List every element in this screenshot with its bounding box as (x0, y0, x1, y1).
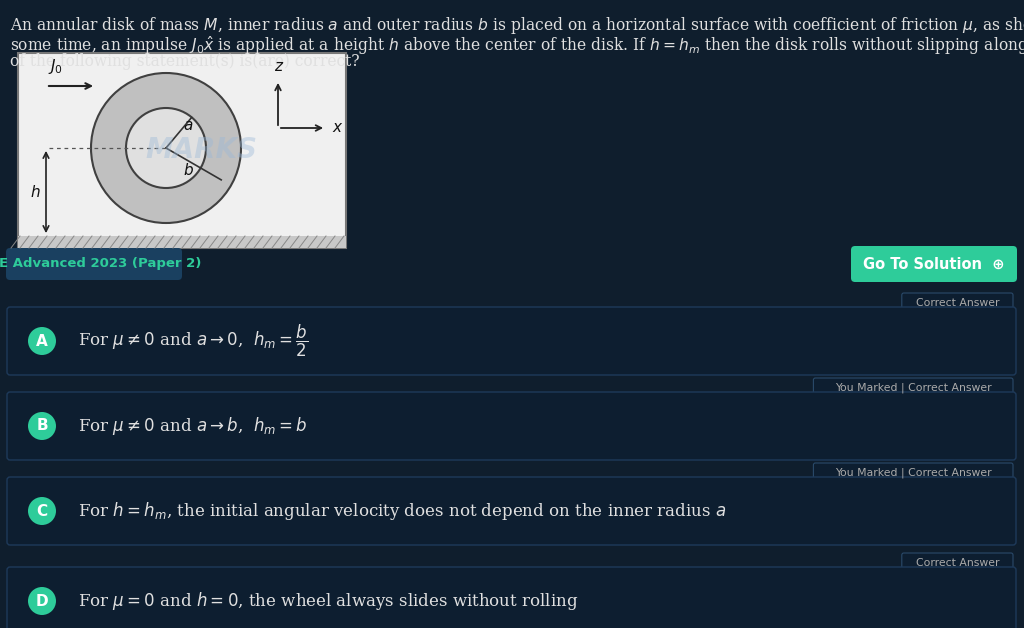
Text: $b$: $b$ (182, 162, 194, 178)
Text: Go To Solution  ⊕: Go To Solution ⊕ (863, 256, 1005, 271)
Text: You Marked | Correct Answer: You Marked | Correct Answer (835, 467, 991, 478)
FancyBboxPatch shape (7, 307, 1016, 375)
Text: MARKS: MARKS (145, 136, 257, 164)
Text: You Marked | Correct Answer: You Marked | Correct Answer (835, 382, 991, 392)
Text: $z$: $z$ (273, 60, 285, 74)
Bar (18, 236, 346, 248)
Text: D: D (36, 593, 48, 609)
Circle shape (91, 73, 241, 223)
Text: C: C (37, 504, 47, 519)
FancyBboxPatch shape (813, 378, 1013, 397)
Text: Correct Answer: Correct Answer (915, 298, 999, 308)
Circle shape (28, 412, 56, 440)
Text: For $\mu \neq 0$ and $a \rightarrow 0$,  $h_m = \dfrac{b}{2}$: For $\mu \neq 0$ and $a \rightarrow 0$, … (78, 323, 308, 359)
Text: Correct Answer: Correct Answer (915, 558, 999, 568)
Circle shape (28, 497, 56, 525)
Circle shape (28, 327, 56, 355)
FancyBboxPatch shape (6, 248, 182, 280)
Text: of the following statement(s) is(are) correct?: of the following statement(s) is(are) co… (10, 53, 359, 70)
FancyBboxPatch shape (902, 553, 1013, 572)
Bar (18, 53, 346, 248)
FancyBboxPatch shape (902, 293, 1013, 312)
FancyBboxPatch shape (7, 477, 1016, 545)
FancyBboxPatch shape (7, 567, 1016, 628)
Text: $a$: $a$ (183, 119, 194, 133)
FancyBboxPatch shape (813, 463, 1013, 482)
Text: B: B (36, 418, 48, 433)
Text: JEE Advanced 2023 (Paper 2): JEE Advanced 2023 (Paper 2) (0, 257, 202, 271)
Text: $x$: $x$ (332, 121, 343, 135)
Text: An annular disk of mass $M$, inner radius $a$ and outer radius $b$ is placed on : An annular disk of mass $M$, inner radiu… (10, 15, 1024, 36)
Circle shape (28, 587, 56, 615)
FancyBboxPatch shape (7, 392, 1016, 460)
Text: For $h = h_m$, the initial angular velocity does not depend on the inner radius : For $h = h_m$, the initial angular veloc… (78, 500, 726, 522)
Text: A: A (36, 333, 48, 349)
Text: $h$: $h$ (30, 184, 40, 200)
Text: $J_0$: $J_0$ (48, 57, 63, 76)
Circle shape (126, 108, 206, 188)
FancyBboxPatch shape (851, 246, 1017, 282)
Text: For $\mu \neq 0$ and $a \rightarrow b$,  $h_m = b$: For $\mu \neq 0$ and $a \rightarrow b$, … (78, 415, 308, 437)
Text: some time, an impulse $J_0\hat{x}$ is applied at a height $h$ above the center o: some time, an impulse $J_0\hat{x}$ is ap… (10, 34, 1024, 57)
Text: For $\mu = 0$ and $h = 0$, the wheel always slides without rolling: For $\mu = 0$ and $h = 0$, the wheel alw… (78, 590, 579, 612)
